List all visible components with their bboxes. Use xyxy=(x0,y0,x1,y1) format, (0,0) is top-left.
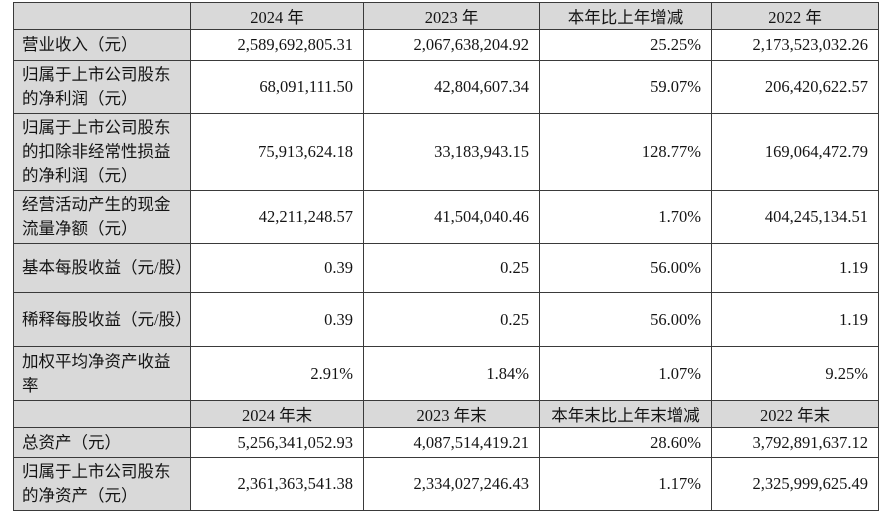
value-2022: 3,792,891,637.12 xyxy=(711,427,879,458)
value-2024: 2,361,363,541.38 xyxy=(190,457,364,511)
table-row-deducted-net-profit: 归属于上市公司股东的扣除非经常性损益的净利润（元） 75,913,624.18 … xyxy=(13,113,879,191)
value-2022: 2,325,999,625.49 xyxy=(711,457,879,511)
value-change: 25.25% xyxy=(539,29,712,61)
value-change: 56.00% xyxy=(539,292,712,347)
value-2024: 75,913,624.18 xyxy=(190,113,364,191)
value-change: 56.00% xyxy=(539,243,712,293)
value-2023: 33,183,943.15 xyxy=(363,113,540,191)
table-row-net-profit: 归属于上市公司股东的净利润（元） 68,091,111.50 42,804,60… xyxy=(13,60,879,114)
value-2023: 1.84% xyxy=(363,346,540,401)
header-2022-end: 2022 年末 xyxy=(711,400,879,428)
header-yoy-change: 本年比上年增减 xyxy=(539,2,712,30)
header-corner-cell xyxy=(13,2,191,30)
header-2023-end: 2023 年末 xyxy=(363,400,540,428)
value-2022: 2,173,523,032.26 xyxy=(711,29,879,61)
value-change: 1.17% xyxy=(539,457,712,511)
value-change: 128.77% xyxy=(539,113,712,191)
value-2023: 41,504,040.46 xyxy=(363,190,540,244)
row-label: 归属于上市公司股东的净资产（元） xyxy=(13,457,191,511)
value-change: 1.07% xyxy=(539,346,712,401)
row-label: 加权平均净资产收益率 xyxy=(13,346,191,401)
value-2023: 42,804,607.34 xyxy=(363,60,540,114)
value-2024: 42,211,248.57 xyxy=(190,190,364,244)
value-2022: 1.19 xyxy=(711,292,879,347)
row-label: 稀释每股收益（元/股） xyxy=(13,292,191,347)
value-2023: 0.25 xyxy=(363,243,540,293)
row-label: 归属于上市公司股东的净利润（元） xyxy=(13,60,191,114)
table-row-total-assets: 总资产（元） 5,256,341,052.93 4,087,514,419.21… xyxy=(13,427,879,458)
year-end-header-row: 2024 年末 2023 年末 本年末比上年末增减 2022 年末 xyxy=(13,400,879,428)
row-label: 归属于上市公司股东的扣除非经常性损益的净利润（元） xyxy=(13,113,191,191)
value-change: 59.07% xyxy=(539,60,712,114)
header-2022: 2022 年 xyxy=(711,2,879,30)
row-label: 基本每股收益（元/股） xyxy=(13,243,191,293)
annual-header-row: 2024 年 2023 年 本年比上年增减 2022 年 xyxy=(13,2,879,30)
value-2024: 5,256,341,052.93 xyxy=(190,427,364,458)
value-2022: 206,420,622.57 xyxy=(711,60,879,114)
value-2023: 4,087,514,419.21 xyxy=(363,427,540,458)
row-label: 经营活动产生的现金流量净额（元） xyxy=(13,190,191,244)
table-row-revenue: 营业收入（元） 2,589,692,805.31 2,067,638,204.9… xyxy=(13,29,879,61)
value-2024: 0.39 xyxy=(190,292,364,347)
table-row-operating-cash-flow: 经营活动产生的现金流量净额（元） 42,211,248.57 41,504,04… xyxy=(13,190,879,244)
row-label: 营业收入（元） xyxy=(13,29,191,61)
header-corner-cell xyxy=(13,400,191,428)
table-row-diluted-eps: 稀释每股收益（元/股） 0.39 0.25 56.00% 1.19 xyxy=(13,292,879,347)
value-2022: 404,245,134.51 xyxy=(711,190,879,244)
value-change: 28.60% xyxy=(539,427,712,458)
value-2022: 1.19 xyxy=(711,243,879,293)
value-2024: 2.91% xyxy=(190,346,364,401)
value-2024: 2,589,692,805.31 xyxy=(190,29,364,61)
table-row-net-assets: 归属于上市公司股东的净资产（元） 2,361,363,541.38 2,334,… xyxy=(13,457,879,511)
header-2024: 2024 年 xyxy=(190,2,364,30)
financial-summary-table: 2024 年 2023 年 本年比上年增减 2022 年 营业收入（元） 2,5… xyxy=(13,2,879,511)
value-2024: 68,091,111.50 xyxy=(190,60,364,114)
table-row-weighted-avg-roe: 加权平均净资产收益率 2.91% 1.84% 1.07% 9.25% xyxy=(13,346,879,401)
value-2023: 2,067,638,204.92 xyxy=(363,29,540,61)
value-2022: 9.25% xyxy=(711,346,879,401)
value-2023: 0.25 xyxy=(363,292,540,347)
header-2023: 2023 年 xyxy=(363,2,540,30)
key-financials-table: 2024 年 2023 年 本年比上年增减 2022 年 营业收入（元） 2,5… xyxy=(13,2,879,511)
table-row-basic-eps: 基本每股收益（元/股） 0.39 0.25 56.00% 1.19 xyxy=(13,243,879,293)
value-change: 1.70% xyxy=(539,190,712,244)
header-2024-end: 2024 年末 xyxy=(190,400,364,428)
row-label: 总资产（元） xyxy=(13,427,191,458)
header-end-yoy-change: 本年末比上年末增减 xyxy=(539,400,712,428)
value-2024: 0.39 xyxy=(190,243,364,293)
value-2023: 2,334,027,246.43 xyxy=(363,457,540,511)
value-2022: 169,064,472.79 xyxy=(711,113,879,191)
